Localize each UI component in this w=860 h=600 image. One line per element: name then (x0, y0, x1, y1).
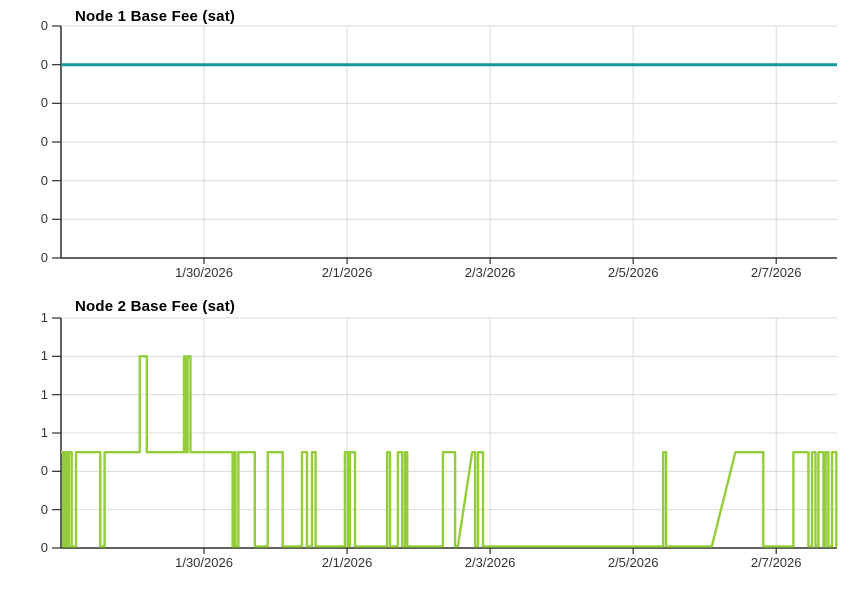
x-tick-label: 2/7/2026 (750, 265, 802, 280)
node2-base-fee-chart[interactable]: Node 2 Base Fee (sat) 1 1 1 1 0 0 0 1/30/2026 2/… (0, 290, 860, 600)
x-tick-label: 2/3/2026 (464, 265, 516, 280)
node1-base-fee-chart[interactable]: Node 1 Base Fee (sat) 0 0 0 0 0 0 0 1/30/2026 2/… (0, 0, 860, 290)
x-tick-label: 2/5/2026 (607, 555, 659, 570)
x-tick-label: 2/7/2026 (750, 555, 802, 570)
y-tick-label: 1 (40, 425, 48, 440)
y-tick-label: 0 (40, 540, 48, 555)
y-tick-label: 0 (40, 501, 48, 517)
chart-title-node1: Node 1 Base Fee (sat) (75, 8, 236, 25)
x-tick-label: 1/30/2026 (175, 265, 233, 280)
x-tick-label: 1/30/2026 (175, 555, 233, 570)
y-tick-label: 0 (40, 56, 48, 72)
y-tick-label: 0 (40, 95, 48, 111)
chart-title-node2: Node 2 Base Fee (sat) (75, 298, 236, 315)
y-tick-label: 0 (40, 250, 48, 265)
y-tick-label: 0 (40, 172, 48, 188)
y-tick-label: 1 (40, 310, 48, 325)
node2_base_fee_sat-line (61, 355, 838, 548)
x-tick-label: 2/3/2026 (464, 555, 516, 570)
y-tick-label: 0 (40, 134, 48, 149)
x-tick-label: 2/1/2026 (321, 555, 373, 570)
y-tick-label: 0 (40, 463, 48, 479)
y-tick-label: 0 (40, 18, 48, 33)
y-tick-label: 1 (40, 386, 48, 402)
x-tick-label: 2/5/2026 (607, 265, 659, 280)
x-tick-label: 2/1/2026 (321, 265, 373, 280)
y-tick-label: 0 (40, 211, 48, 227)
y-tick-label: 1 (40, 348, 48, 364)
